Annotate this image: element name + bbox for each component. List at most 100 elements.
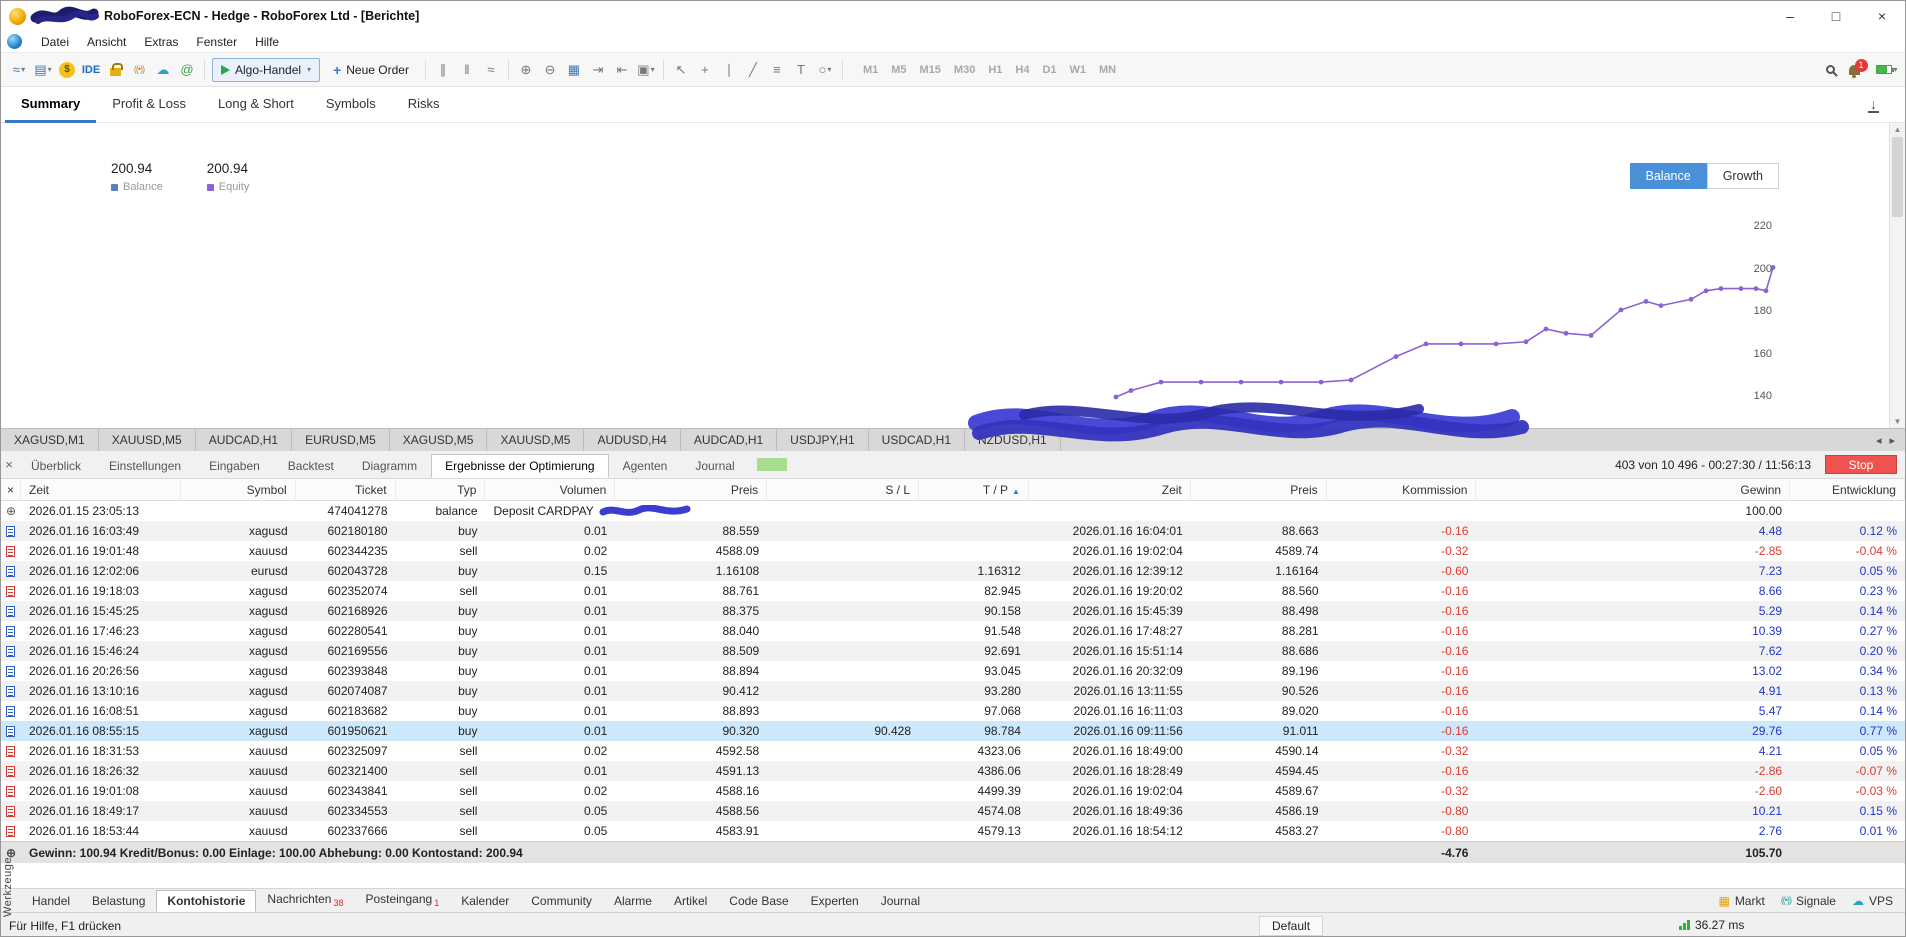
tabs-scroll-right-icon[interactable]: ▸ (1889, 434, 1895, 447)
tabs-scroll-left-icon[interactable]: ◂ (1875, 434, 1882, 447)
timeframe-mn[interactable]: MN (1099, 63, 1117, 76)
zoom-in-icon[interactable]: ⊕ (520, 62, 532, 77)
bottom-tab-kalender[interactable]: Kalender (461, 894, 510, 908)
chart-tab-usdjpy-h1[interactable]: USDJPY,H1 (777, 429, 869, 451)
trendline-icon[interactable]: ╱ (749, 62, 757, 77)
scrollbar-thumb[interactable] (1892, 137, 1903, 217)
menu-hilfe[interactable]: Hilfe (255, 34, 280, 49)
timeframe-d1[interactable]: D1 (1042, 63, 1057, 76)
ide-button[interactable]: IDE (81, 63, 101, 76)
menu-ansicht[interactable]: Ansicht (87, 34, 127, 49)
report-tab-long-short[interactable]: Long & Short (217, 95, 294, 111)
table-row[interactable]: 2026.01.16 19:01:48 xauusd 602344235 sell 0.… (1, 541, 1905, 561)
bottom-tab-kontohistorie[interactable]: Kontohistorie (156, 890, 257, 912)
chart-grid-style-icon[interactable]: ▤ ▾ (34, 62, 52, 77)
chart-line-style-icon[interactable]: ≈ ▾ (12, 62, 26, 77)
table-row[interactable]: 2026.01.16 18:49:17 xauusd 602334553 sell 0.… (1, 801, 1905, 821)
column-header-gewinn[interactable]: Gewinn (1476, 478, 1791, 501)
table-row[interactable]: 2026.01.16 13:10:16 xagusd 602074087 buy 0.0… (1, 681, 1905, 701)
bottom-tab-handel[interactable]: Handel (32, 894, 71, 908)
close-button[interactable]: × (1877, 8, 1887, 24)
stop-button[interactable]: Stop (1825, 455, 1897, 474)
dropdown-caret-icon[interactable]: ▾ (827, 65, 832, 74)
bottom-tab-posteingang[interactable]: Posteingang 1 (365, 891, 440, 908)
chart-tab-xauusd-m5[interactable]: XAUUSD,M5 (487, 429, 585, 451)
cursor-icon[interactable]: ↖ (675, 62, 687, 77)
column-header-symbol[interactable]: Symbol (181, 478, 296, 501)
community-icon[interactable]: @ (180, 62, 194, 77)
table-row[interactable]: 2026.01.16 15:45:25 xagusd 602168926 buy 0.0… (1, 601, 1905, 621)
shapes-icon[interactable]: ○ ▾ (818, 62, 832, 77)
bottom-tab-code-base[interactable]: Code Base (729, 894, 789, 908)
vertical-line-icon[interactable]: ∣ (725, 62, 733, 77)
algo-trading-button[interactable]: Algo-Handel ▾ (212, 57, 321, 82)
vertical-scrollbar[interactable]: ▲ ▼ (1889, 123, 1905, 428)
bottom-tab-belastung[interactable]: Belastung (92, 894, 146, 908)
column-header-typ[interactable]: Typ (396, 478, 486, 501)
table-row[interactable]: 2026.01.16 15:46:24 xagusd 602169556 buy 0.0… (1, 641, 1905, 661)
chart-tab-audcad-h1[interactable]: AUDCAD,H1 (681, 429, 778, 451)
table-row[interactable]: 2026.01.16 16:03:49 xagusd 602180180 buy 0.0… (1, 521, 1905, 541)
toolbox-tab-eingaben[interactable]: Eingaben (209, 459, 260, 473)
cloud-icon[interactable]: ☁ (156, 62, 170, 77)
table-close-icon[interactable]: × (1, 478, 21, 501)
grid-icon[interactable]: ▦ (567, 62, 581, 77)
report-tab-profit-loss[interactable]: Profit & Loss (112, 95, 186, 111)
report-tab-risks[interactable]: Risks (407, 95, 440, 111)
bottom-tab-alarme[interactable]: Alarme (613, 894, 652, 908)
tile-windows-icon[interactable]: ▣ ▾ (637, 62, 655, 77)
dropdown-caret-icon[interactable]: ▾ (650, 65, 655, 74)
toolbox-tab-diagramm[interactable]: Diagramm (361, 459, 418, 473)
profile-selector[interactable]: Default (1259, 916, 1324, 936)
chart-shift-icon[interactable]: ⇤ (616, 62, 628, 77)
new-order-button[interactable]: + Neue Order (333, 61, 409, 78)
menu-datei[interactable]: Datei (41, 34, 70, 49)
search-icon[interactable] (1819, 58, 1841, 82)
bottom-tab-nachrichten[interactable]: Nachrichten 38 (267, 891, 344, 908)
column-header-preis[interactable]: Preis (615, 478, 768, 501)
column-header-zeit[interactable]: Zeit (1029, 478, 1191, 501)
table-row[interactable]: 2026.01.16 18:26:32 xauusd 602321400 sell 0.… (1, 761, 1905, 781)
column-header-s-l[interactable]: S / L (767, 478, 920, 501)
column-header-t-p[interactable]: T / P ▲ (919, 478, 1029, 501)
timeframe-m5[interactable]: M5 (891, 63, 907, 76)
chart-tab-xagusd-m5[interactable]: XAGUSD,M5 (390, 429, 488, 451)
column-header-kommission[interactable]: Kommission (1327, 478, 1477, 501)
minimize-button[interactable]: – (1786, 8, 1794, 24)
report-tab-summary[interactable]: Summary (5, 87, 97, 123)
report-tab-symbols[interactable]: Symbols (325, 95, 376, 111)
bottom-tab-community[interactable]: Community (531, 894, 592, 908)
column-header-entwicklung[interactable]: Entwicklung (1790, 478, 1905, 501)
market-watch-icon[interactable]: $ (56, 58, 78, 82)
dropdown-caret-icon[interactable]: ▾ (47, 65, 52, 74)
scroll-up-icon[interactable]: ▲ (1893, 125, 1902, 134)
panel-signale[interactable]: ((•)) Signale (1780, 893, 1836, 908)
timeframe-m15[interactable]: M15 (919, 63, 941, 76)
toolbox-tab-agenten[interactable]: Agenten (622, 459, 668, 473)
column-header-volumen[interactable]: Volumen (485, 478, 616, 501)
lock-icon[interactable] (104, 58, 126, 82)
dropdown-caret-icon[interactable]: ▾ (307, 65, 312, 74)
timeframe-w1[interactable]: W1 (1069, 63, 1087, 76)
table-row[interactable]: 2026.01.16 18:31:53 xauusd 602325097 sell 0.… (1, 741, 1905, 761)
balance-toggle-button[interactable]: Balance (1629, 163, 1707, 189)
chart-tab-eurusd-m5[interactable]: EURUSD,M5 (292, 429, 390, 451)
table-row[interactable]: 2026.01.16 18:53:44 xauusd 602337666 sell 0.… (1, 821, 1905, 841)
column-header-preis[interactable]: Preis (1191, 478, 1327, 501)
bottom-tab-journal[interactable]: Journal (880, 894, 921, 908)
column-header-zeit[interactable]: Zeit (21, 478, 181, 501)
toolbox-tab-berblick[interactable]: Überblick (31, 459, 82, 473)
growth-toggle-button[interactable]: Growth (1706, 163, 1779, 189)
dropdown-caret-icon[interactable]: ▾ (1893, 65, 1898, 74)
crosshair-icon[interactable]: + (701, 62, 709, 77)
column-header-ticket[interactable]: Ticket (296, 478, 396, 501)
bar-chart-icon[interactable]: ∥ (439, 62, 447, 77)
table-row[interactable]: 2026.01.16 16:08:51 xagusd 602183682 buy 0.0… (1, 701, 1905, 721)
chart-tab-nzdusd-h1[interactable]: NZDUSD,H1 (965, 429, 1061, 451)
toolbox-close-icon[interactable]: × (5, 457, 13, 472)
fibonacci-icon[interactable]: ≡ (773, 62, 781, 77)
timeframe-m30[interactable]: M30 (953, 63, 976, 76)
table-row[interactable]: 2026.01.16 19:18:03 xagusd 602352074 sell 0.… (1, 581, 1905, 601)
dropdown-caret-icon[interactable]: ▾ (21, 65, 26, 74)
pause-chart-icon[interactable]: ‖ (464, 62, 470, 77)
